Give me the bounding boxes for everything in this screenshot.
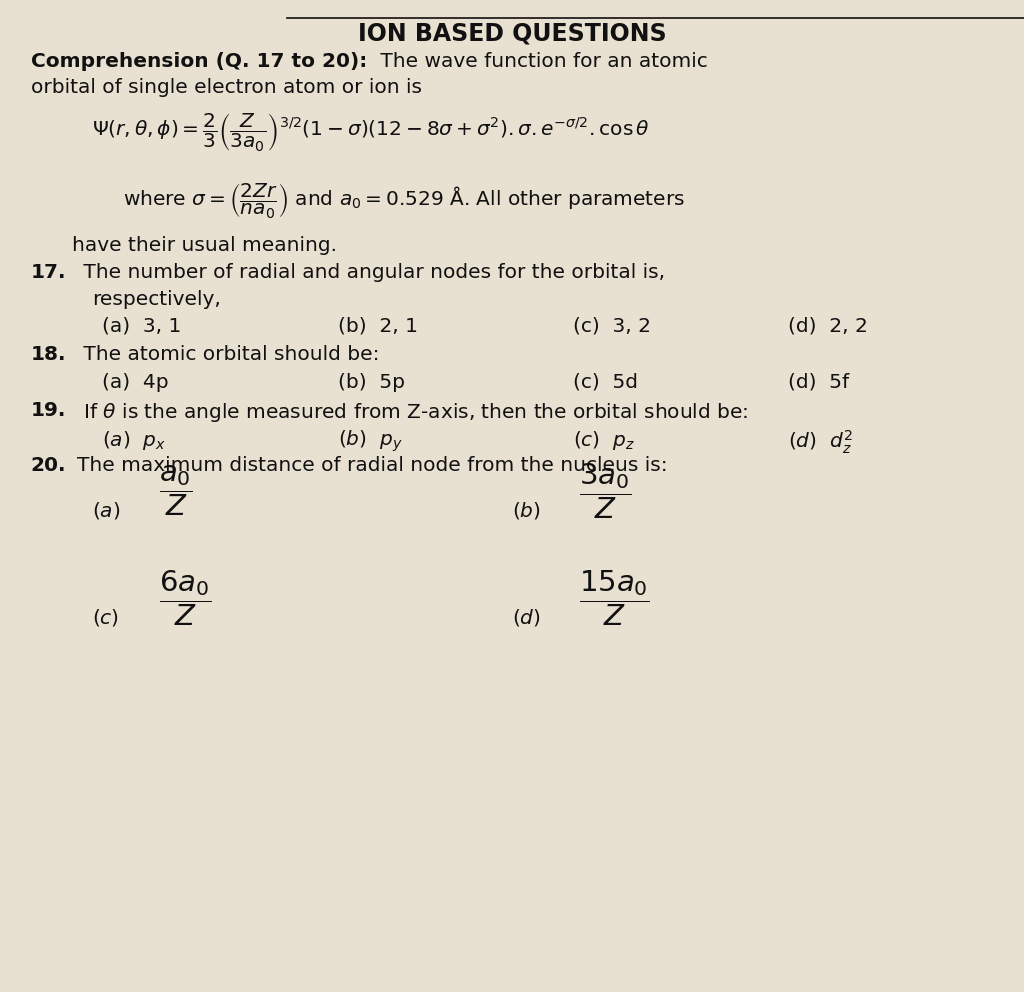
Text: $(a)$: $(a)$ xyxy=(92,500,121,521)
Text: $(d)$: $(d)$ xyxy=(512,607,541,628)
Text: (d)  5f: (d) 5f xyxy=(788,373,850,392)
Text: $(b)$  $p_y$: $(b)$ $p_y$ xyxy=(338,429,402,454)
Text: $(d)$  $d_z^2$: $(d)$ $d_z^2$ xyxy=(788,429,853,456)
Text: (a)  4p: (a) 4p xyxy=(102,373,169,392)
Text: have their usual meaning.: have their usual meaning. xyxy=(72,236,337,255)
Text: (b)  5p: (b) 5p xyxy=(338,373,404,392)
Text: The maximum distance of radial node from the nucleus is:: The maximum distance of radial node from… xyxy=(77,456,668,475)
Text: respectively,: respectively, xyxy=(92,290,221,309)
Text: $\dfrac{3a_0}{Z}$: $\dfrac{3a_0}{Z}$ xyxy=(579,461,631,521)
Text: (a)  3, 1: (a) 3, 1 xyxy=(102,316,182,335)
Text: $\dfrac{6a_0}{Z}$: $\dfrac{6a_0}{Z}$ xyxy=(159,568,211,628)
Text: Comprehension (Q. 17 to 20):: Comprehension (Q. 17 to 20): xyxy=(31,52,367,70)
Text: $\dfrac{15a_0}{Z}$: $\dfrac{15a_0}{Z}$ xyxy=(579,568,649,628)
Text: (c)  5d: (c) 5d xyxy=(573,373,638,392)
Text: The number of radial and angular nodes for the orbital is,: The number of radial and angular nodes f… xyxy=(77,263,665,282)
Text: 18.: 18. xyxy=(31,345,67,364)
Text: $(c)$  $p_z$: $(c)$ $p_z$ xyxy=(573,429,636,451)
Text: $(a)$  $p_x$: $(a)$ $p_x$ xyxy=(102,429,167,451)
Text: where $\sigma = \left(\dfrac{2Zr}{na_0}\right)$ and $a_0 = 0.529$ Å. All other p: where $\sigma = \left(\dfrac{2Zr}{na_0}\… xyxy=(123,181,685,219)
Text: $(c)$: $(c)$ xyxy=(92,607,119,628)
Text: (c)  3, 2: (c) 3, 2 xyxy=(573,316,651,335)
Text: (b)  2, 1: (b) 2, 1 xyxy=(338,316,418,335)
Text: 19.: 19. xyxy=(31,401,67,420)
Text: $\Psi(r,\theta,\phi) = \dfrac{2}{3}\left(\dfrac{Z}{3a_0}\right)^{3/2}(1-\sigma)(: $\Psi(r,\theta,\phi) = \dfrac{2}{3}\left… xyxy=(92,111,650,153)
Text: 20.: 20. xyxy=(31,456,67,475)
Text: $\dfrac{a_0}{Z}$: $\dfrac{a_0}{Z}$ xyxy=(159,463,193,519)
Text: orbital of single electron atom or ion is: orbital of single electron atom or ion i… xyxy=(31,78,422,97)
Text: If $\theta$ is the angle measured from Z-axis, then the orbital should be:: If $\theta$ is the angle measured from Z… xyxy=(77,401,749,424)
Text: The wave function for an atomic: The wave function for an atomic xyxy=(374,52,708,70)
Text: ION BASED QUESTIONS: ION BASED QUESTIONS xyxy=(357,22,667,46)
Text: $(b)$: $(b)$ xyxy=(512,500,541,521)
Text: (d)  2, 2: (d) 2, 2 xyxy=(788,316,868,335)
Text: The atomic orbital should be:: The atomic orbital should be: xyxy=(77,345,379,364)
Text: 17.: 17. xyxy=(31,263,67,282)
